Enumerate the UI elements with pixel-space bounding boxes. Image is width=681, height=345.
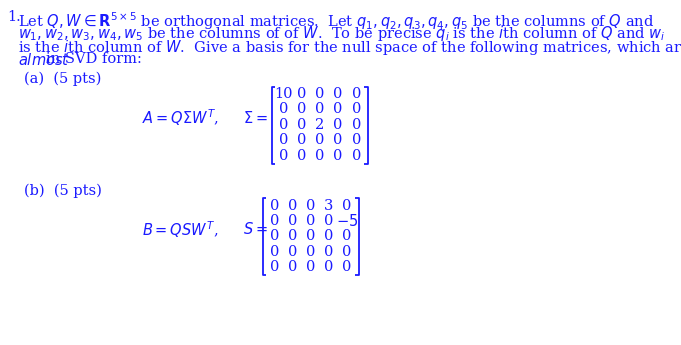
Text: 0: 0 <box>270 229 279 244</box>
Text: 0: 0 <box>315 102 325 116</box>
Text: 0: 0 <box>343 260 352 274</box>
Text: 0: 0 <box>297 102 306 116</box>
Text: 10: 10 <box>274 87 293 101</box>
Text: 0: 0 <box>351 133 361 147</box>
Text: 0: 0 <box>288 214 297 228</box>
Text: 0: 0 <box>279 149 288 162</box>
Text: 0: 0 <box>351 149 361 162</box>
Text: 0: 0 <box>270 245 279 259</box>
Text: 0: 0 <box>270 260 279 274</box>
Text: 0: 0 <box>288 260 297 274</box>
Text: 0: 0 <box>324 245 334 259</box>
Text: 0: 0 <box>334 102 343 116</box>
Text: (b)  (5 pts): (b) (5 pts) <box>24 184 102 198</box>
Text: 0: 0 <box>297 87 306 101</box>
Text: $-5$: $-5$ <box>336 213 358 229</box>
Text: 0: 0 <box>270 199 279 213</box>
Text: 0: 0 <box>306 229 315 244</box>
Text: $\mathit{almost}$: $\mathit{almost}$ <box>18 52 70 68</box>
Text: 0: 0 <box>334 118 343 132</box>
Text: 0: 0 <box>288 229 297 244</box>
Text: 0: 0 <box>351 118 361 132</box>
Text: 0: 0 <box>334 133 343 147</box>
Text: 0: 0 <box>306 245 315 259</box>
Text: $S =$: $S =$ <box>242 221 267 237</box>
Text: 0: 0 <box>324 260 334 274</box>
Text: $\Sigma =$: $\Sigma =$ <box>242 110 267 126</box>
Text: 0: 0 <box>297 133 306 147</box>
Text: 0: 0 <box>315 149 325 162</box>
Text: 0: 0 <box>279 102 288 116</box>
Text: 2: 2 <box>315 118 324 132</box>
Text: 0: 0 <box>343 199 352 213</box>
Text: (a)  (5 pts): (a) (5 pts) <box>24 72 101 86</box>
Text: 0: 0 <box>306 214 315 228</box>
Text: 0: 0 <box>306 199 315 213</box>
Text: 0: 0 <box>315 133 325 147</box>
Text: 0: 0 <box>297 118 306 132</box>
Text: $A = Q\Sigma W^T$,: $A = Q\Sigma W^T$, <box>142 108 219 128</box>
Text: is the $i$th column of $W$.  Give a basis for the null space of the following ma: is the $i$th column of $W$. Give a basis… <box>18 38 681 57</box>
Text: 0: 0 <box>297 149 306 162</box>
Text: 0: 0 <box>324 229 334 244</box>
Text: 3: 3 <box>324 199 334 213</box>
Text: in SVD form:: in SVD form: <box>46 52 142 66</box>
Text: 0: 0 <box>334 149 343 162</box>
Text: Let $Q, W \in \mathbf{R}^{5\times5}$ be orthogonal matrices.  Let $q_1, q_2, q_3: Let $Q, W \in \mathbf{R}^{5\times5}$ be … <box>18 10 654 32</box>
Text: 0: 0 <box>279 118 288 132</box>
Text: $w_1, w_2, w_3, w_4, w_5$ be the columns of of $W$.  To be precise $q_i$ is the : $w_1, w_2, w_3, w_4, w_5$ be the columns… <box>18 24 665 43</box>
Text: 0: 0 <box>324 214 334 228</box>
Text: 0: 0 <box>288 245 297 259</box>
Text: 0: 0 <box>351 102 361 116</box>
Text: 1.: 1. <box>7 10 21 24</box>
Text: 0: 0 <box>334 87 343 101</box>
Text: $B = QSW^T$,: $B = QSW^T$, <box>142 219 218 240</box>
Text: 0: 0 <box>279 133 288 147</box>
Text: 0: 0 <box>315 87 325 101</box>
Text: 0: 0 <box>288 199 297 213</box>
Text: 0: 0 <box>351 87 361 101</box>
Text: 0: 0 <box>343 245 352 259</box>
Text: 0: 0 <box>306 260 315 274</box>
Text: 0: 0 <box>270 214 279 228</box>
Text: 0: 0 <box>343 229 352 244</box>
